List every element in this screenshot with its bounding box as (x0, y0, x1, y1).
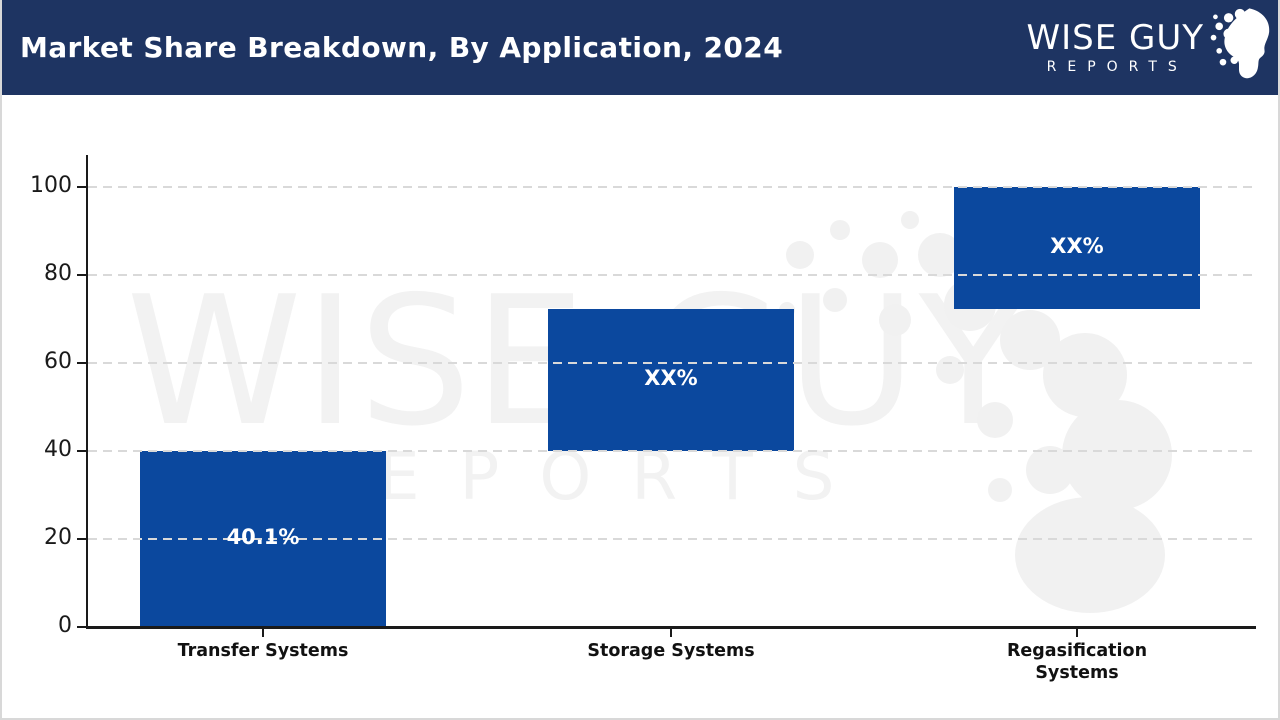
bar (548, 308, 794, 451)
logo-text: WISE GUY REPORTS (1026, 21, 1204, 74)
logo-subtext: REPORTS (1046, 59, 1188, 75)
gridline (88, 538, 1256, 540)
y-tick-label: 40 (44, 437, 72, 462)
y-tick (77, 626, 86, 628)
y-tick (77, 450, 86, 452)
gridline (88, 362, 1256, 364)
gridline (88, 274, 1256, 276)
x-axis (86, 626, 1256, 629)
y-tick-label: 0 (58, 613, 72, 638)
category-label: Storage Systems (587, 641, 755, 661)
y-tick-label: 20 (44, 525, 72, 550)
logo-wordmark: WISE GUY (1026, 18, 1204, 58)
y-tick (77, 362, 86, 364)
y-tick-label: 80 (44, 261, 72, 286)
x-tick (1076, 629, 1078, 637)
gridline (88, 450, 1256, 452)
header: Market Share Breakdown, By Application, … (0, 0, 1280, 95)
page-title: Market Share Breakdown, By Application, … (20, 31, 784, 64)
category-label: Transfer Systems (177, 641, 349, 661)
bar-value-label: XX% (1050, 233, 1104, 258)
y-tick-label: 100 (30, 173, 72, 198)
y-tick (77, 186, 86, 188)
bar-value-label: 40.1% (226, 524, 300, 549)
y-tick-label: 60 (44, 349, 72, 374)
gridline (88, 186, 1256, 188)
bar-value-label: XX% (644, 365, 698, 390)
x-tick (262, 629, 264, 637)
logo-face-icon (1210, 7, 1270, 78)
x-tick (670, 629, 672, 637)
y-tick (77, 274, 86, 276)
y-tick (77, 538, 86, 540)
category-label: Regasification Systems (1006, 641, 1148, 683)
logo: WISE GUY REPORTS (1026, 5, 1272, 91)
y-axis (86, 155, 88, 629)
